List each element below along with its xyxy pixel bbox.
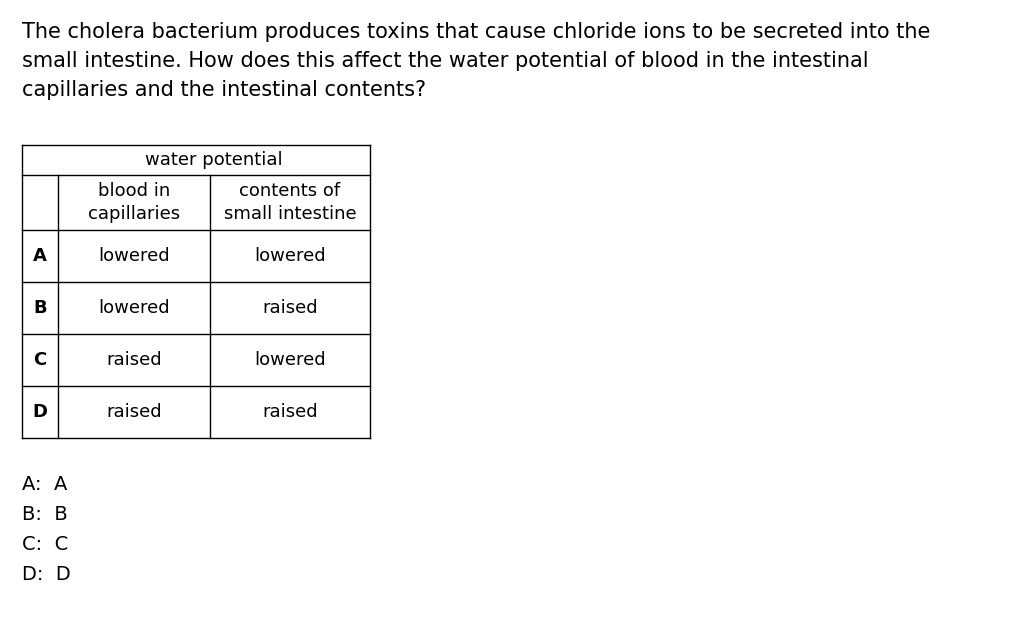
Text: lowered: lowered xyxy=(254,351,326,369)
Text: raised: raised xyxy=(106,403,162,421)
Text: raised: raised xyxy=(106,351,162,369)
Text: blood in
capillaries: blood in capillaries xyxy=(88,182,180,223)
Text: contents of
small intestine: contents of small intestine xyxy=(223,182,356,223)
Text: B:  B: B: B xyxy=(22,505,68,524)
Text: lowered: lowered xyxy=(254,247,326,265)
Text: The cholera bacterium produces toxins that cause chloride ions to be secreted in: The cholera bacterium produces toxins th… xyxy=(22,22,931,99)
Text: lowered: lowered xyxy=(98,247,170,265)
Text: A: A xyxy=(33,247,47,265)
Text: A:  A: A: A xyxy=(22,475,68,494)
Text: C: C xyxy=(34,351,47,369)
Text: lowered: lowered xyxy=(98,299,170,317)
Text: D: D xyxy=(33,403,47,421)
Text: C:  C: C: C xyxy=(22,535,69,554)
Text: raised: raised xyxy=(262,403,317,421)
Text: D:  D: D: D xyxy=(22,565,71,584)
Text: raised: raised xyxy=(262,299,317,317)
Text: water potential: water potential xyxy=(145,151,283,169)
Text: B: B xyxy=(33,299,47,317)
